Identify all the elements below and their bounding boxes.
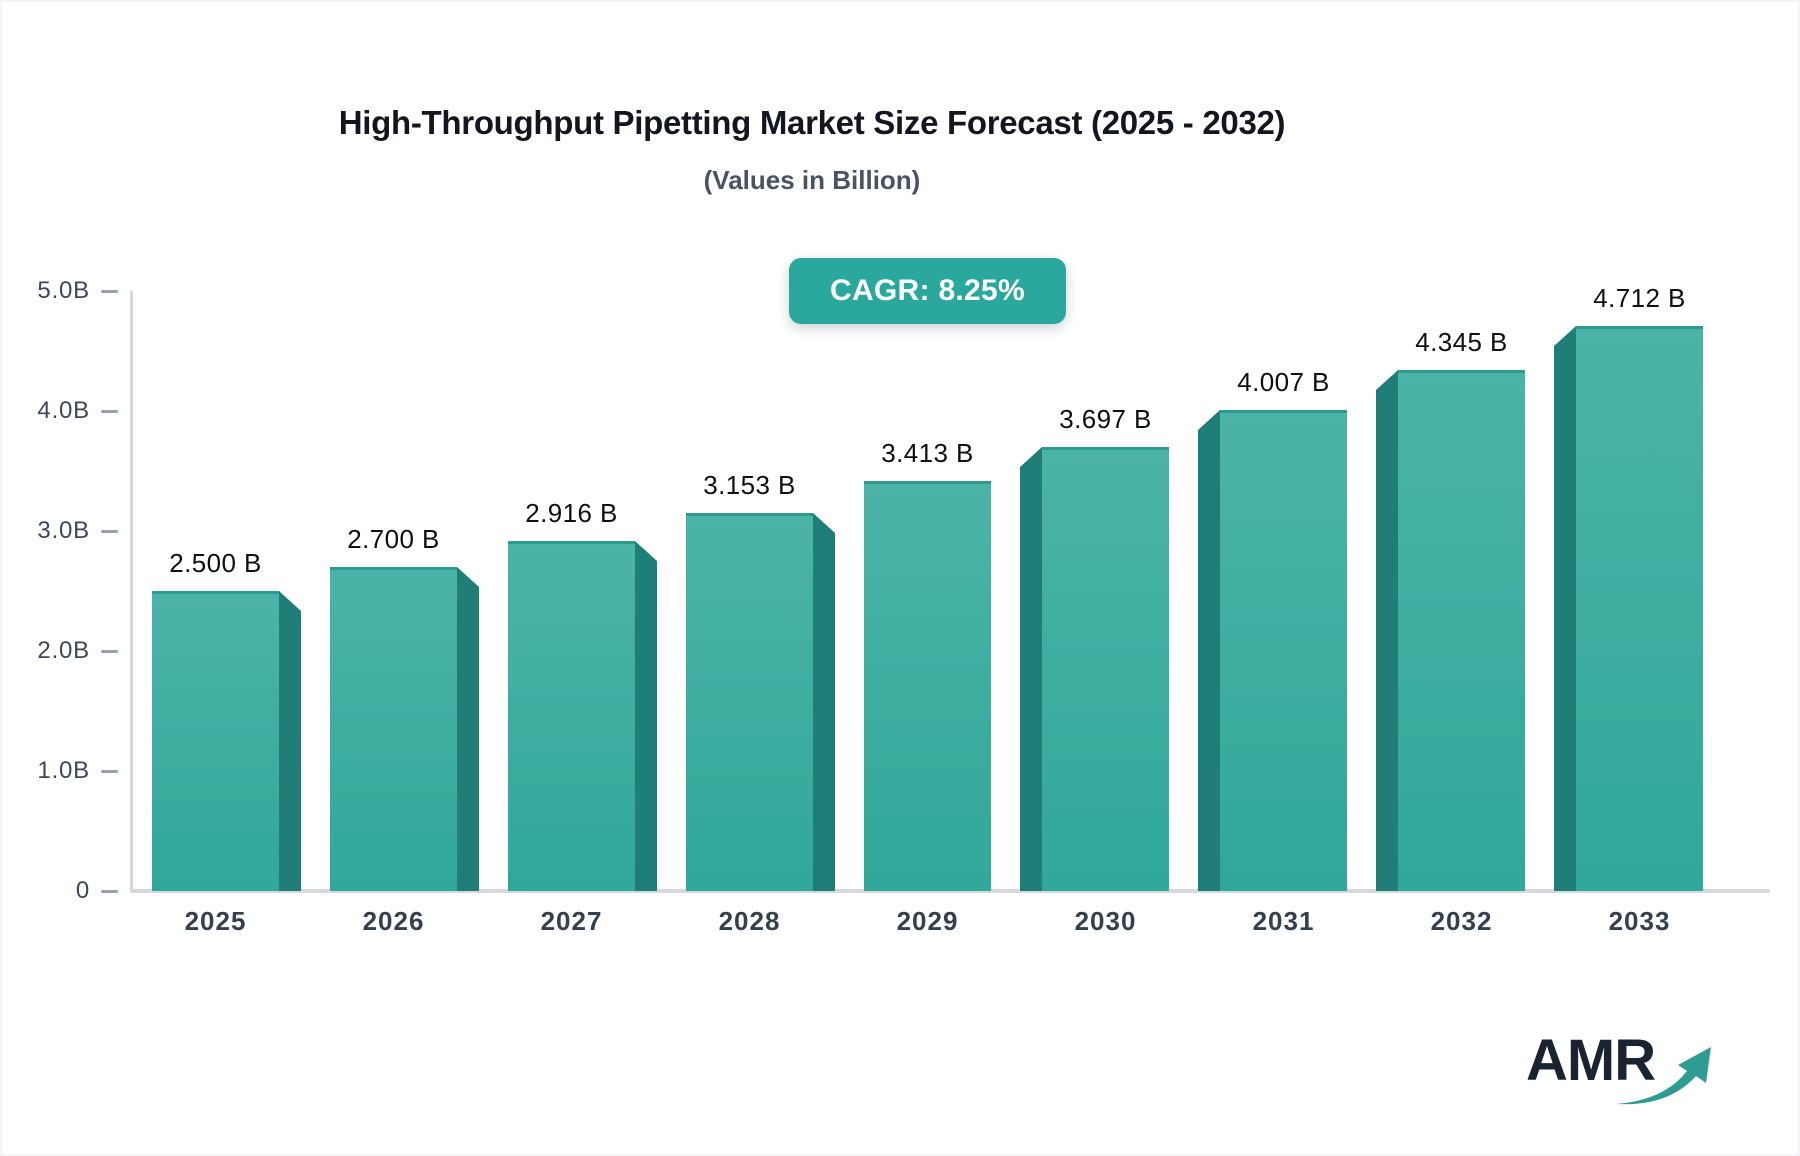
bar-value-label: 2.700 B bbox=[347, 524, 440, 554]
bar bbox=[330, 567, 479, 891]
y-tick-mark bbox=[101, 290, 118, 293]
bar-face bbox=[864, 481, 991, 891]
bar-side-shadow bbox=[635, 541, 657, 891]
x-tick-label: 2026 bbox=[362, 906, 425, 936]
x-tick-label: 2033 bbox=[1608, 906, 1671, 936]
y-tick-mark bbox=[101, 530, 118, 533]
growth-arrow-icon bbox=[1616, 1047, 1711, 1105]
y-tick-label: 5.0B bbox=[37, 277, 90, 304]
x-axis-line bbox=[130, 889, 1770, 893]
y-tick-label: 1.0B bbox=[37, 757, 90, 784]
bar-face bbox=[1042, 447, 1169, 891]
bar-value-label: 2.500 B bbox=[169, 548, 262, 578]
bar-face bbox=[330, 567, 457, 891]
bar bbox=[508, 541, 657, 891]
chart-subtitle: (Values in Billion) bbox=[703, 165, 921, 195]
bar-value-label: 3.697 B bbox=[1059, 404, 1152, 434]
bar-face bbox=[1398, 370, 1525, 891]
bar-side-shadow bbox=[1198, 410, 1220, 891]
x-tick-label: 2028 bbox=[718, 906, 781, 936]
x-tick-label: 2032 bbox=[1430, 906, 1493, 936]
x-tick-label: 2031 bbox=[1252, 906, 1315, 936]
bar-value-label: 4.007 B bbox=[1237, 367, 1330, 397]
bar bbox=[864, 481, 991, 891]
bar-side-shadow bbox=[1554, 326, 1576, 891]
y-tick-label: 0 bbox=[75, 877, 90, 904]
y-tick-label: 4.0B bbox=[37, 397, 90, 424]
bar-side-shadow bbox=[279, 591, 301, 891]
bar-face bbox=[152, 591, 279, 891]
bar bbox=[1020, 447, 1169, 891]
bar-value-label: 2.916 B bbox=[525, 498, 618, 528]
bar-value-label: 3.413 B bbox=[881, 438, 974, 468]
y-axis-line bbox=[130, 291, 133, 893]
bar-side-shadow bbox=[813, 513, 835, 891]
bar-value-label: 4.712 B bbox=[1593, 283, 1686, 313]
y-tick-mark bbox=[101, 410, 118, 413]
x-tick-label: 2029 bbox=[896, 906, 959, 936]
x-tick-label: 2025 bbox=[184, 906, 247, 936]
bar-face bbox=[1576, 326, 1703, 891]
bar-value-label: 3.153 B bbox=[703, 470, 796, 500]
bar bbox=[152, 591, 301, 891]
bar bbox=[1376, 370, 1525, 891]
y-tick-label: 3.0B bbox=[37, 517, 90, 544]
bar-side-shadow bbox=[1020, 447, 1042, 891]
bar-side-shadow bbox=[457, 567, 479, 891]
bar bbox=[1198, 410, 1347, 891]
x-tick-label: 2027 bbox=[540, 906, 603, 936]
chart-title: High-Throughput Pipetting Market Size Fo… bbox=[338, 104, 1286, 141]
x-tick-label: 2030 bbox=[1074, 906, 1137, 936]
bar bbox=[686, 513, 835, 891]
bar-value-label: 4.345 B bbox=[1415, 327, 1508, 357]
y-tick-mark bbox=[101, 650, 118, 653]
bar-face bbox=[686, 513, 813, 891]
bar-face bbox=[1220, 410, 1347, 891]
brand-logo: AMR bbox=[1526, 1032, 1712, 1112]
bar-face bbox=[508, 541, 635, 891]
y-tick-label: 2.0B bbox=[37, 637, 90, 664]
brand-text: AMR bbox=[1526, 1028, 1656, 1093]
y-tick-mark bbox=[101, 890, 118, 893]
bar bbox=[1554, 326, 1703, 891]
cagr-badge: CAGR: 8.25% bbox=[789, 258, 1066, 324]
y-tick-mark bbox=[101, 770, 118, 773]
bar-side-shadow bbox=[1376, 370, 1398, 891]
